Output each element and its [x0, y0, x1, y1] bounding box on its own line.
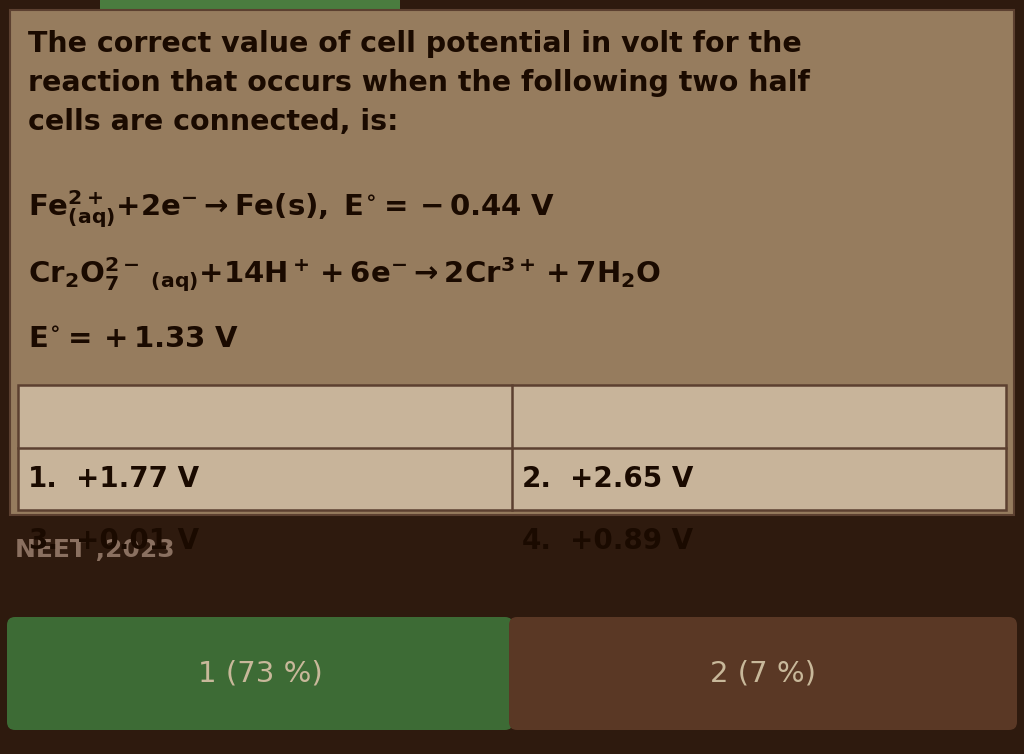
Text: 2.: 2. — [522, 464, 552, 493]
Text: The correct value of cell potential in volt for the
reaction that occurs when th: The correct value of cell potential in v… — [28, 30, 810, 136]
Text: $\mathbf{Cr_2O_7^{2-}}_{\mathbf{\ (aq)}} \mathbf{+ 14H^+ + 6e^{-} \rightarrow 2C: $\mathbf{Cr_2O_7^{2-}}_{\mathbf{\ (aq)}}… — [28, 255, 662, 293]
Text: +1.77 V: +1.77 V — [76, 464, 199, 493]
Text: 1.: 1. — [28, 464, 58, 493]
Text: 4.: 4. — [522, 527, 552, 555]
FancyBboxPatch shape — [10, 10, 1014, 515]
Text: +0.01 V: +0.01 V — [76, 527, 199, 555]
Text: 1 (73 %): 1 (73 %) — [198, 660, 323, 688]
Text: $\mathbf{Fe}^{\mathbf{2+}}_{\mathbf{(aq)}} \mathbf{+ 2e^{-} \rightarrow Fe(s),\ : $\mathbf{Fe}^{\mathbf{2+}}_{\mathbf{(aq)… — [28, 188, 555, 230]
Text: +2.65 V: +2.65 V — [570, 464, 693, 493]
Text: 3.: 3. — [28, 527, 58, 555]
FancyBboxPatch shape — [7, 617, 513, 730]
Text: 2 (7 %): 2 (7 %) — [710, 660, 816, 688]
Text: $\mathbf{E^{\circ} = +1.33\ V}$: $\mathbf{E^{\circ} = +1.33\ V}$ — [28, 325, 239, 353]
Text: NEET ,2023: NEET ,2023 — [15, 538, 175, 562]
FancyBboxPatch shape — [509, 617, 1017, 730]
FancyBboxPatch shape — [18, 385, 1006, 510]
FancyBboxPatch shape — [100, 0, 400, 12]
Text: +0.89 V: +0.89 V — [570, 527, 693, 555]
